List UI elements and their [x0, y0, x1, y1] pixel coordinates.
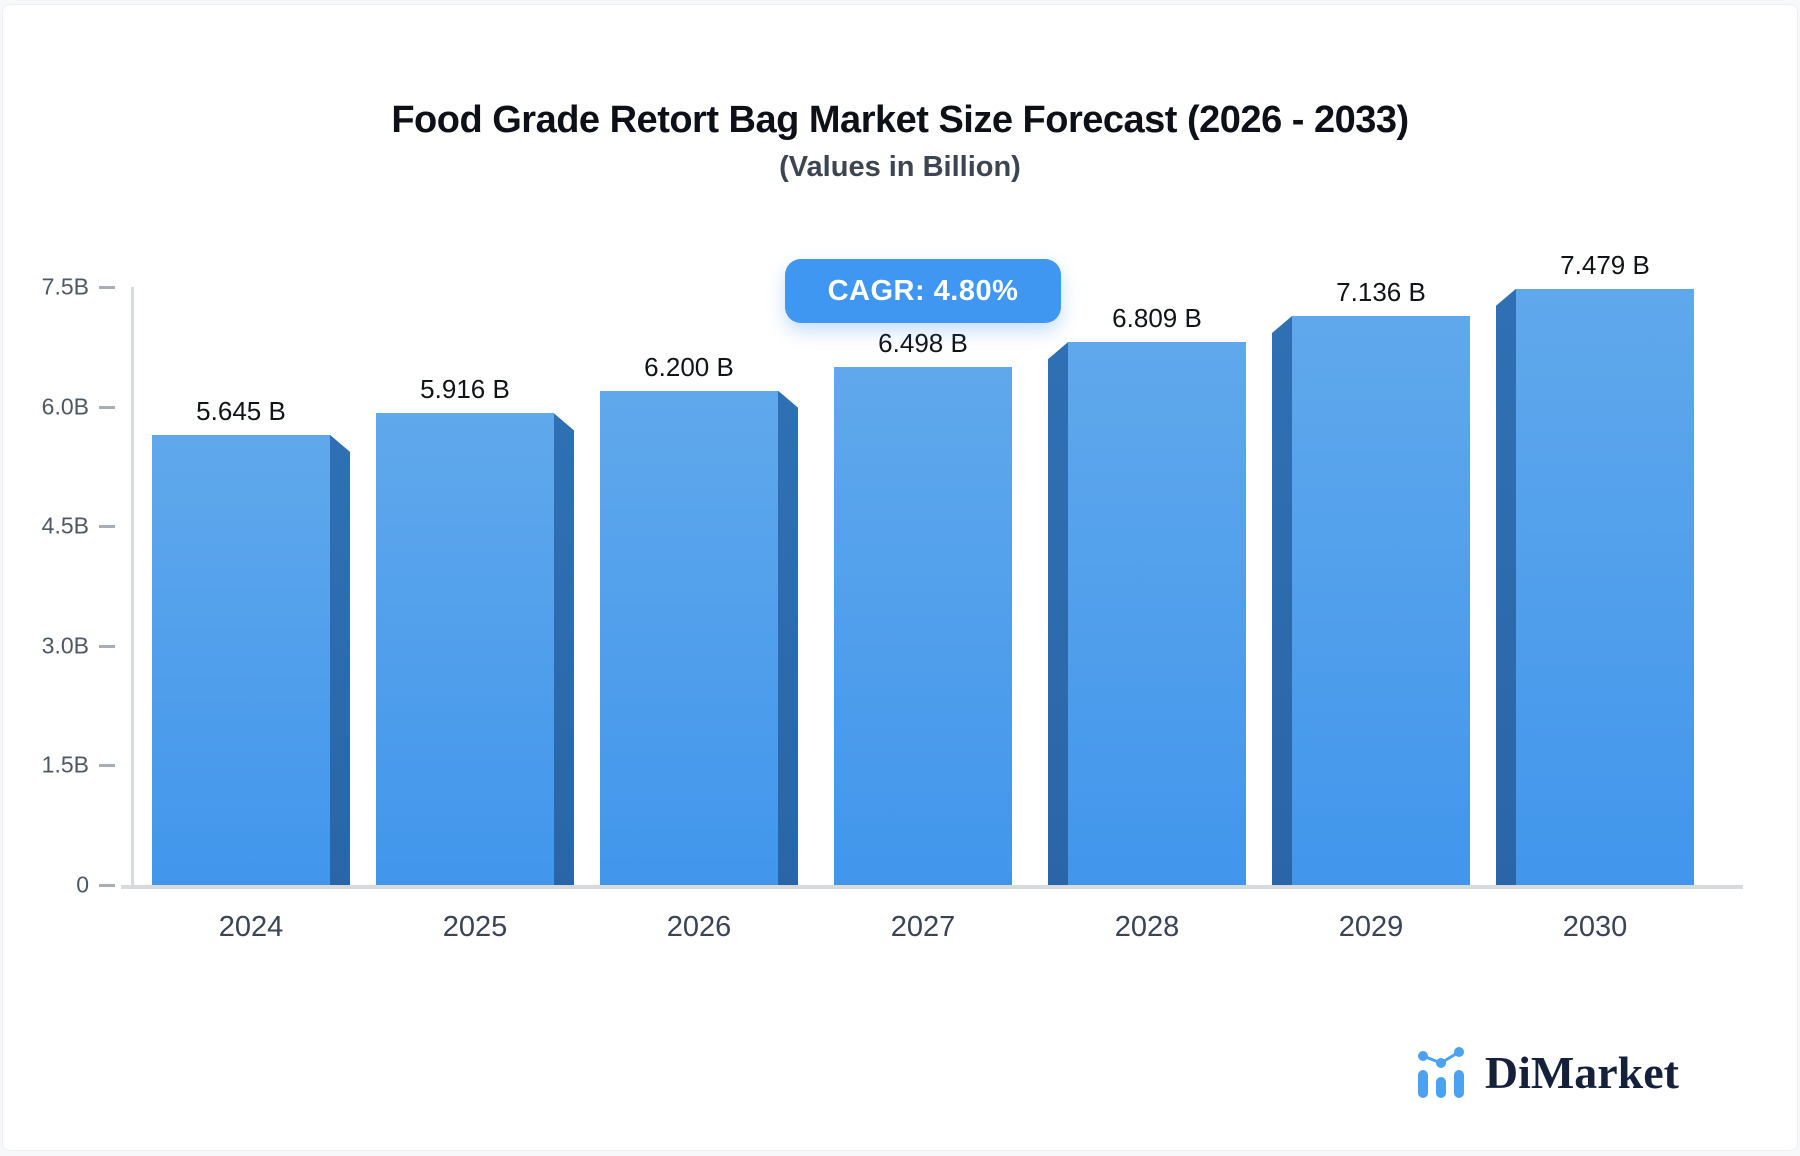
y-tick-label: 3.0B [41, 632, 89, 659]
bar-face[interactable]: 6.498 B [834, 328, 1012, 885]
bar-value-label: 5.916 B [420, 374, 510, 405]
bar-3d-side [1272, 316, 1292, 885]
bar-2030[interactable]: 7.479 B [1496, 250, 1694, 885]
y-tick-label: 6.0B [41, 393, 89, 420]
bar-2027[interactable]: 6.498 B [824, 328, 1022, 885]
brand-logo: DiMarket [1413, 1045, 1679, 1101]
bar-slots: 5.645 B 2024 5.916 B 2025 6.200 B 2026 6.498 B… [139, 250, 1707, 943]
bar-slot: 5.916 B 2025 [363, 287, 587, 943]
plot-area: 0 1.5B 3.0B 4.5B 6.0B 7.5B 5.645 B 2024 5.916 B… [42, 250, 1743, 943]
bar-value-label: 5.645 B [196, 395, 286, 426]
bar-slot: 6.809 B 2028 [1035, 287, 1259, 943]
y-axis-line [131, 287, 134, 885]
bar-3d-side [554, 413, 574, 885]
y-tick-mark [99, 525, 115, 529]
cagr-badge-label: CAGR: 4.80% [827, 274, 1019, 307]
bar-2028[interactable]: 6.809 B [1048, 303, 1246, 885]
bar-2024[interactable]: 5.645 B [152, 396, 350, 885]
chart-card: Food Grade Retort Bag Market Size Foreca… [2, 4, 1798, 1151]
x-axis-label: 2025 [442, 911, 508, 943]
cagr-badge: CAGR: 4.80% [785, 259, 1061, 323]
y-tick-mark [99, 764, 115, 768]
bar-face[interactable]: 7.479 B [1516, 250, 1694, 885]
chart-title: Food Grade Retort Bag Market Size Foreca… [391, 99, 1409, 141]
bar-slot: 6.498 B 2027 [811, 287, 1035, 943]
x-axis-line [121, 885, 1743, 889]
x-axis-label: 2027 [890, 911, 956, 943]
bar-face[interactable]: 5.916 B [376, 374, 554, 885]
bar-3d-side [330, 434, 350, 885]
x-axis-label: 2028 [1114, 911, 1180, 943]
y-tick-mark [99, 286, 115, 289]
bar-slot: 6.200 B 2026 [587, 287, 811, 943]
y-tick-label: 1.5B [41, 751, 89, 778]
x-axis-label: 2024 [218, 911, 284, 943]
bar-2026[interactable]: 6.200 B [600, 352, 798, 885]
y-tick-mark [99, 644, 115, 648]
y-tick-mark [99, 405, 115, 409]
x-axis-label: 2029 [1338, 911, 1404, 943]
bar-face[interactable]: 6.200 B [600, 352, 778, 885]
bar-line-chart-icon [1417, 1047, 1464, 1098]
bar-value-label: 6.809 B [1112, 303, 1202, 334]
bar-3d-side [1048, 342, 1068, 885]
chart-subtitle: (Values in Billion) [779, 151, 1021, 183]
bar-value-label: 6.200 B [644, 351, 734, 382]
brand-logo-text: DiMarket [1484, 1047, 1679, 1098]
y-tick-label: 0 [76, 871, 89, 898]
bar-slot: 5.645 B 2024 [139, 287, 363, 943]
x-axis-label: 2026 [666, 911, 732, 943]
bar-face[interactable]: 5.645 B [152, 396, 330, 885]
bar-value-label: 7.479 B [1560, 249, 1650, 280]
y-tick-mark [99, 884, 115, 887]
bar-2025[interactable]: 5.916 B [376, 374, 574, 885]
y-tick-label: 7.5B [41, 273, 89, 300]
bar-3d-side [778, 390, 798, 885]
bar-face[interactable]: 7.136 B [1292, 277, 1470, 885]
bar-value-label: 6.498 B [878, 327, 968, 358]
bar-2029[interactable]: 7.136 B [1272, 277, 1470, 885]
bar-3d-side [1496, 288, 1516, 885]
bar-slot: 7.479 B 2030 [1483, 250, 1707, 943]
bar-face[interactable]: 6.809 B [1068, 303, 1246, 885]
bar-slot: 7.136 B 2029 [1259, 277, 1483, 943]
x-axis-label: 2030 [1562, 911, 1628, 943]
y-tick-label: 4.5B [41, 512, 89, 539]
bar-value-label: 7.136 B [1336, 277, 1426, 308]
